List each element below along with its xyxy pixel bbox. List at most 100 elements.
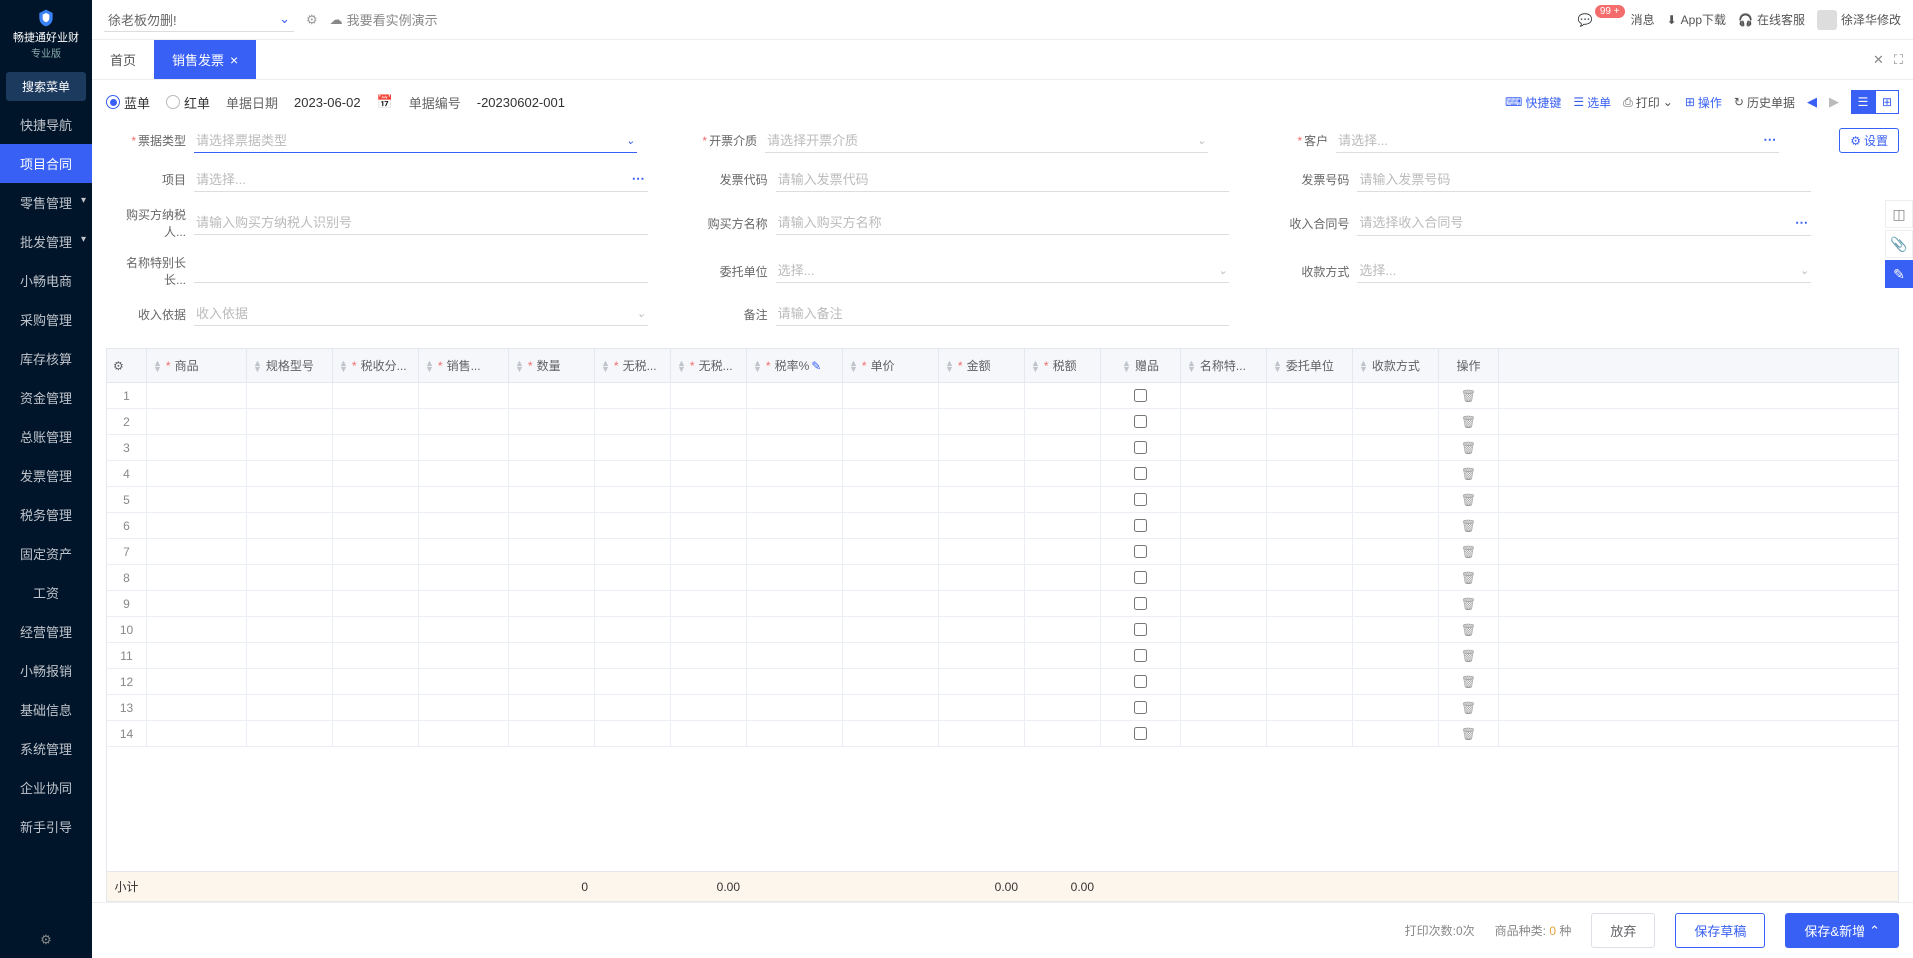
cell-notax2[interactable] [671, 643, 747, 668]
cell-amount[interactable] [939, 617, 1025, 642]
cell-tax[interactable] [1025, 695, 1101, 720]
sort-icon[interactable]: ▲▼ [515, 360, 524, 372]
cell-notax1[interactable] [595, 617, 671, 642]
gift-checkbox[interactable] [1134, 467, 1147, 480]
cell-price[interactable] [843, 383, 939, 408]
view-list-icon[interactable]: ☰ [1851, 90, 1875, 114]
lookup-icon[interactable]: ⋯ [1795, 215, 1809, 231]
sidebar-item-14[interactable]: 小畅报销 [0, 651, 92, 690]
lookup-icon[interactable]: ⋯ [1763, 132, 1777, 148]
cell-notax1[interactable] [595, 591, 671, 616]
cell-notax1[interactable] [595, 435, 671, 460]
topbar-messages[interactable]: 💬 99 + 消息 [1578, 11, 1655, 28]
history-link[interactable]: ↻历史单据 [1734, 94, 1795, 111]
cell-amount[interactable] [939, 565, 1025, 590]
print-dropdown[interactable]: ⎙打印 ⌄ [1623, 94, 1673, 111]
input-long-name[interactable] [196, 263, 646, 278]
shortcut-link[interactable]: ⌨快捷键 [1505, 94, 1561, 111]
cell-product[interactable] [147, 617, 247, 642]
cell-price[interactable] [843, 695, 939, 720]
cell-taxcat[interactable] [333, 617, 419, 642]
cell-taxcat[interactable] [333, 487, 419, 512]
sidebar-item-4[interactable]: 小畅电商 [0, 261, 92, 300]
gift-checkbox[interactable] [1134, 701, 1147, 714]
cell-paymode[interactable] [1353, 383, 1439, 408]
delete-icon[interactable]: 🗑 [1461, 415, 1476, 429]
input-project[interactable] [196, 172, 632, 187]
input-income-basis[interactable] [196, 306, 636, 321]
cell-sale[interactable] [419, 643, 509, 668]
cell-notax2[interactable] [671, 669, 747, 694]
col-header-taxcat[interactable]: ▲▼*税收分... [333, 349, 419, 382]
cell-consign[interactable] [1267, 409, 1353, 434]
cell-notax1[interactable] [595, 461, 671, 486]
delete-icon[interactable]: 🗑 [1461, 623, 1476, 637]
cell-qty[interactable] [509, 669, 595, 694]
gift-checkbox[interactable] [1134, 571, 1147, 584]
cell-qty[interactable] [509, 565, 595, 590]
cell-consign[interactable] [1267, 539, 1353, 564]
cell-price[interactable] [843, 617, 939, 642]
cell-consign[interactable] [1267, 487, 1353, 512]
cell-rate[interactable] [747, 565, 843, 590]
cell-sale[interactable] [419, 591, 509, 616]
company-selector[interactable]: 徐老板勿删! ⌄ [104, 8, 294, 32]
rail-btn-1[interactable]: ◫ [1885, 200, 1913, 228]
cell-notax2[interactable] [671, 591, 747, 616]
chevron-down-icon[interactable]: ⌄ [1800, 264, 1809, 277]
cell-product[interactable] [147, 591, 247, 616]
topbar-user[interactable]: 徐泽华修改 [1817, 10, 1901, 30]
cell-taxcat[interactable] [333, 721, 419, 746]
delete-icon[interactable]: 🗑 [1461, 389, 1476, 403]
cell-price[interactable] [843, 565, 939, 590]
cell-namelong[interactable] [1181, 539, 1267, 564]
sidebar-item-7[interactable]: 资金管理 [0, 378, 92, 417]
cell-product[interactable] [147, 721, 247, 746]
input-buyer-tax-id[interactable] [196, 215, 646, 230]
col-header-rate[interactable]: ▲▼*税率% ✎ [747, 349, 843, 382]
chevron-down-icon[interactable]: ⌄ [1218, 264, 1227, 277]
cell-spec[interactable] [247, 513, 333, 538]
cell-sale[interactable] [419, 383, 509, 408]
prev-icon[interactable]: ◀ [1807, 94, 1817, 110]
cell-rate[interactable] [747, 383, 843, 408]
input-customer[interactable] [1338, 133, 1763, 148]
table-row[interactable]: 9🗑 [107, 591, 1898, 617]
cell-taxcat[interactable] [333, 409, 419, 434]
table-row[interactable]: 10🗑 [107, 617, 1898, 643]
cell-namelong[interactable] [1181, 487, 1267, 512]
tab-sales-invoice[interactable]: 销售发票 × [154, 40, 256, 79]
sidebar-item-1[interactable]: 项目合同 [0, 144, 92, 183]
cell-spec[interactable] [247, 669, 333, 694]
chevron-down-icon[interactable]: ⌄ [636, 307, 645, 320]
sort-icon[interactable]: ▲▼ [1273, 360, 1282, 372]
cell-rate[interactable] [747, 721, 843, 746]
cell-notax2[interactable] [671, 513, 747, 538]
input-invoice-number[interactable] [1359, 172, 1809, 187]
cell-paymode[interactable] [1353, 617, 1439, 642]
cell-notax1[interactable] [595, 643, 671, 668]
table-row[interactable]: 2🗑 [107, 409, 1898, 435]
sidebar-item-2[interactable]: 零售管理▾ [0, 183, 92, 222]
delete-icon[interactable]: 🗑 [1461, 519, 1476, 533]
cell-spec[interactable] [247, 721, 333, 746]
cell-paymode[interactable] [1353, 643, 1439, 668]
cell-spec[interactable] [247, 383, 333, 408]
cell-amount[interactable] [939, 669, 1025, 694]
cell-product[interactable] [147, 435, 247, 460]
cell-amount[interactable] [939, 539, 1025, 564]
sort-icon[interactable]: ▲▼ [253, 360, 262, 372]
sort-icon[interactable]: ▲▼ [753, 360, 762, 372]
rail-attachment-icon[interactable]: 📎 [1885, 230, 1913, 258]
cell-sale[interactable] [419, 617, 509, 642]
cell-product[interactable] [147, 565, 247, 590]
rail-edit-icon[interactable]: ✎ [1885, 260, 1913, 288]
cell-rate[interactable] [747, 539, 843, 564]
col-header-gift[interactable]: ▲▼赠品 [1101, 349, 1181, 382]
cell-rate[interactable] [747, 617, 843, 642]
cell-product[interactable] [147, 487, 247, 512]
table-row[interactable]: 11🗑 [107, 643, 1898, 669]
cell-rate[interactable] [747, 409, 843, 434]
gift-checkbox[interactable] [1134, 649, 1147, 662]
select-bill-link[interactable]: ☰选单 [1573, 94, 1611, 111]
